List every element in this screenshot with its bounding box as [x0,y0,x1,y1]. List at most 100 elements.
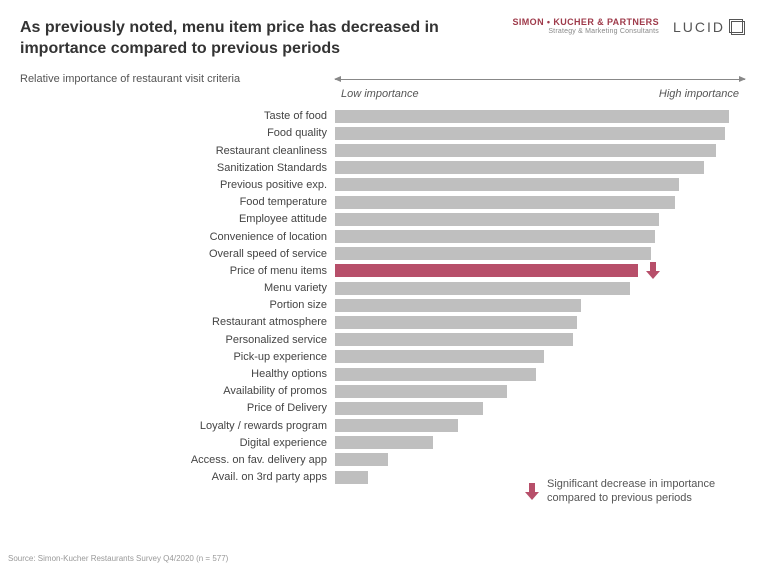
bar [335,282,630,295]
bar-row: Personalized service [20,331,745,348]
bar [335,316,577,329]
bar-label: Avail. on 3rd party apps [20,471,335,483]
header: As previously noted, menu item price has… [0,0,765,68]
bar-row: Portion size [20,297,745,314]
bar-track [335,368,745,381]
sk-logo-sub: Strategy & Marketing Consultants [512,28,659,36]
sk-logo-main: SIMON • KUCHER & PARTNERS [512,18,659,28]
bar-track [335,333,745,346]
bar-label: Food quality [20,127,335,139]
bar-row: Pick-up experience [20,348,745,365]
bar-row: Price of menu items [20,262,745,279]
bar [335,402,483,415]
bar-row: Availability of promos [20,383,745,400]
bar-label: Portion size [20,299,335,311]
bar-label: Overall speed of service [20,248,335,260]
legend-text: Significant decrease in importance compa… [547,478,755,506]
bar-track [335,316,745,329]
bar-track [335,350,745,363]
bar [335,178,679,191]
bar-track [335,178,745,191]
bar-chart: Taste of food Food quality Restaurant clea… [0,106,765,486]
bar-track [335,453,745,466]
bar-track [335,161,745,174]
bar-label: Price of Delivery [20,402,335,414]
legend: Significant decrease in importance compa… [525,478,755,506]
lucid-logo: LUCID [673,19,745,35]
bar-row: Taste of food [20,108,745,125]
bar-track [335,385,745,398]
bar-label: Healthy options [20,368,335,380]
bar-row: Restaurant cleanliness [20,142,745,159]
axis-label: Relative importance of restaurant visit … [20,73,335,85]
bar-row: Access. on fav. delivery app [20,451,745,468]
bar-track [335,264,745,277]
bar-label: Taste of food [20,110,335,122]
bar-track [335,110,745,123]
bar [335,333,573,346]
bar-label: Access. on fav. delivery app [20,454,335,466]
bar-row: Restaurant atmosphere [20,314,745,331]
bar-row: Healthy options [20,365,745,382]
bar [335,453,388,466]
lucid-logo-text: LUCID [673,19,725,35]
bar-track [335,144,745,157]
bar [335,471,368,484]
bar-row: Previous positive exp. [20,176,745,193]
bar-row: Food temperature [20,194,745,211]
bar-row: Sanitization Standards [20,159,745,176]
bar [335,299,581,312]
bar-label: Food temperature [20,196,335,208]
axis-line [335,72,745,86]
bar [335,247,651,260]
bar-track [335,196,745,209]
bar [335,110,729,123]
bar-row: Employee attitude [20,211,745,228]
bar-track [335,402,745,415]
bar [335,419,458,432]
bar-highlight [335,264,638,277]
bar-label: Convenience of location [20,231,335,243]
axis-area: Relative importance of restaurant visit … [0,68,765,106]
bar-row: Price of Delivery [20,400,745,417]
bar-track [335,127,745,140]
axis-high-label: High importance [659,88,739,100]
bar-label: Digital experience [20,437,335,449]
bar-label: Loyalty / rewards program [20,420,335,432]
bar-label: Restaurant atmosphere [20,316,335,328]
axis-low-label: Low importance [341,88,419,100]
bar-label: Previous positive exp. [20,179,335,191]
bar-track [335,299,745,312]
bar-track [335,247,745,260]
bar [335,127,725,140]
bar-row: Loyalty / rewards program [20,417,745,434]
bar [335,161,704,174]
simon-kucher-logo: SIMON • KUCHER & PARTNERS Strategy & Mar… [512,18,659,36]
bar [335,436,433,449]
bar-row: Convenience of location [20,228,745,245]
bar-track [335,282,745,295]
bar [335,144,716,157]
source-footer: Source: Simon-Kucher Restaurants Survey … [8,554,228,563]
bar [335,196,675,209]
bar-label: Availability of promos [20,385,335,397]
bar-track [335,230,745,243]
lucid-logo-icon [729,19,745,35]
bar-label: Employee attitude [20,213,335,225]
bar-row: Menu variety [20,279,745,296]
bar-track [335,419,745,432]
bar-row: Overall speed of service [20,245,745,262]
bar-label: Restaurant cleanliness [20,145,335,157]
bar-label: Price of menu items [20,265,335,277]
bar-label: Pick-up experience [20,351,335,363]
bar-label: Personalized service [20,334,335,346]
bar-label: Menu variety [20,282,335,294]
page-title: As previously noted, menu item price has… [20,18,460,60]
bar-row: Digital experience [20,434,745,451]
bar [335,350,544,363]
bar [335,213,659,226]
bar [335,368,536,381]
bar-row: Food quality [20,125,745,142]
bar [335,230,655,243]
logo-group: SIMON • KUCHER & PARTNERS Strategy & Mar… [512,18,745,36]
